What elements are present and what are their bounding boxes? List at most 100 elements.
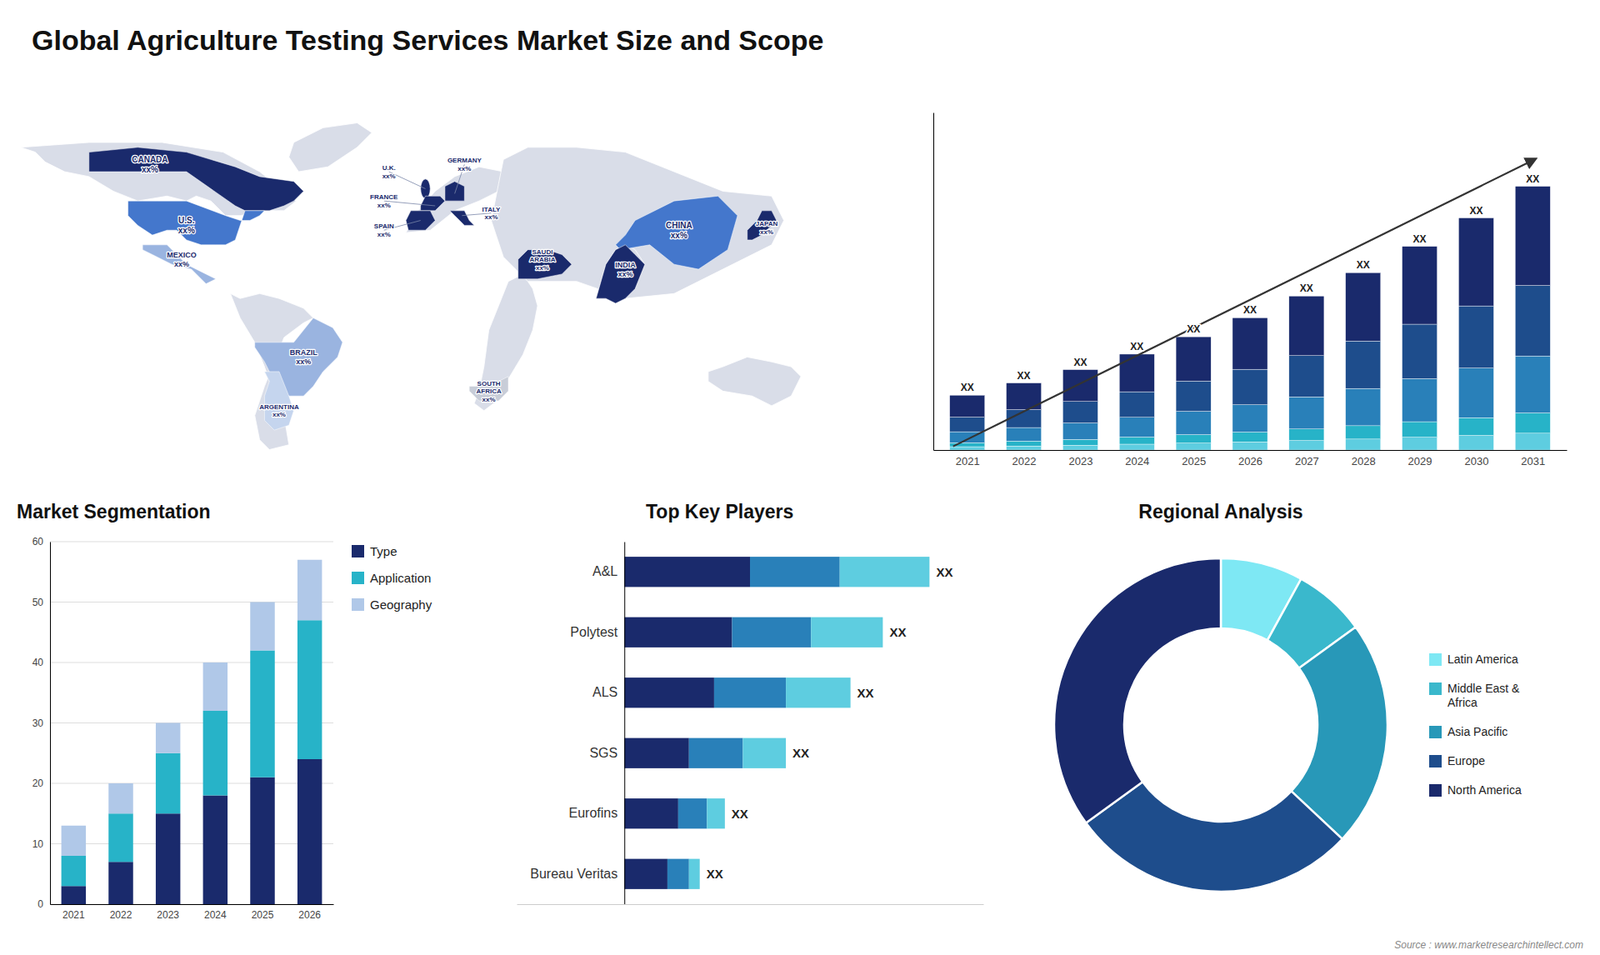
players-chart: Top Key PlayersA&LPolytestALSSGSEurofins… [517, 500, 985, 905]
tick-label: SGS [589, 745, 618, 760]
grid [50, 541, 334, 905]
text-line: xx% [482, 395, 496, 404]
tick-label: 60 [32, 535, 45, 548]
x-tick: 2030 [1464, 450, 1489, 468]
legend-item: Geography [351, 597, 433, 612]
bar-segment [742, 738, 786, 769]
bar-annotation: XX [935, 565, 953, 580]
bar-segment [1175, 443, 1211, 450]
y-axis-line [933, 113, 935, 451]
tick-label: 30 [32, 717, 45, 730]
text-line: FRANCE [370, 193, 399, 201]
text-line: CHINA [665, 220, 693, 230]
bar-annotation: XX [1300, 282, 1314, 295]
text-line: xx% [377, 201, 391, 210]
bar-segment [1289, 295, 1325, 355]
bar-segment [61, 855, 86, 886]
bar-segment [1458, 305, 1494, 369]
bar-segment [1175, 435, 1211, 444]
x-tick: 2026 [1238, 450, 1263, 468]
bar-annotation: XX [1356, 259, 1370, 271]
legend-label: Middle East &Africa [1447, 681, 1520, 710]
bar-segment [1119, 354, 1155, 392]
bar-segment [1289, 440, 1325, 450]
tick-label: ALS [592, 685, 618, 700]
bar-annotation: XX [1073, 356, 1087, 369]
bar-segment [297, 560, 322, 621]
text-line: BRAZIL [290, 348, 318, 357]
text-line: Middle East & [1447, 681, 1520, 695]
text-line: SAUDI [532, 248, 554, 256]
legend-item: Europe [1429, 754, 1485, 768]
legend-swatch [351, 571, 365, 585]
bar-segment [108, 783, 133, 814]
legend-label: Geography [370, 597, 433, 612]
tick-label: 2025 [251, 909, 275, 921]
bar-annotation: XX [706, 866, 724, 881]
country-label: BRAZILxx% [290, 348, 318, 366]
tick-label: 2022 [1012, 455, 1037, 468]
bar-segment [297, 620, 322, 760]
text-line: xx% [457, 165, 471, 173]
country-label: SOUTHAFRICAxx% [475, 380, 501, 404]
bar-segment [1402, 437, 1438, 450]
tick-label: 50 [32, 596, 45, 609]
text-line: ARABIA [529, 255, 555, 264]
country [264, 371, 294, 430]
bar-segment [1232, 405, 1268, 433]
legend-item: Middle East &Africa [1429, 681, 1520, 710]
bar-segment [1515, 413, 1550, 434]
leader-line [384, 200, 435, 206]
country-label: MEXICOxx% [166, 250, 197, 269]
bar-segment [731, 617, 811, 648]
x-tick: 2022 [1012, 450, 1037, 468]
bar-segment [1402, 421, 1438, 438]
text-line: ITALY [482, 205, 501, 214]
bar-segment [203, 662, 228, 711]
country [128, 200, 265, 245]
bar-segment [667, 859, 690, 890]
grid-line [50, 541, 334, 543]
bar-segment [1515, 433, 1550, 450]
x-tick: 2025 [251, 904, 275, 921]
bar-segment [1175, 380, 1211, 411]
text-line: xx% [272, 410, 286, 419]
text-line: xx% [760, 228, 774, 236]
x-axis [517, 904, 985, 905]
bar-segment [689, 738, 744, 769]
bar-annotation: XX [1413, 233, 1427, 245]
bar-segment [689, 859, 700, 890]
bar-series [950, 186, 1551, 418]
text-line: xx% [295, 357, 311, 366]
x-tick: 2024 [204, 904, 227, 921]
country [450, 210, 475, 226]
text-line: GERMANY [447, 156, 483, 165]
bar-series [61, 560, 323, 856]
x-tick: 2027 [1295, 450, 1320, 468]
bar-segment [1119, 417, 1155, 438]
land [708, 356, 801, 406]
legend: Latin AmericaMiddle East &AfricaAsia Pac… [1429, 652, 1522, 797]
grid-line [50, 904, 334, 905]
bar-segment [1515, 355, 1550, 413]
bar-series [624, 556, 750, 890]
bar-segment [1345, 272, 1381, 341]
legend-item: Application [351, 570, 431, 585]
bar-segment [1458, 218, 1494, 307]
bar-segment [1458, 435, 1494, 450]
text-line: Latin America [1447, 652, 1519, 666]
text-line: xx% [485, 213, 499, 221]
legend-swatch [1429, 784, 1442, 797]
bar-segment [750, 556, 840, 587]
bar-segment [714, 677, 786, 708]
bar-segment [1175, 336, 1211, 381]
land [289, 123, 372, 173]
trend-arrow [953, 159, 1536, 447]
bar-segment [155, 753, 180, 815]
country-label: U.S.xx% [178, 215, 195, 235]
bar-segment [678, 798, 707, 829]
x-tick: 2023 [1068, 450, 1093, 468]
tick-label: 2024 [1125, 455, 1150, 468]
bar-segment [1458, 417, 1494, 435]
donut-slice [1085, 781, 1343, 892]
